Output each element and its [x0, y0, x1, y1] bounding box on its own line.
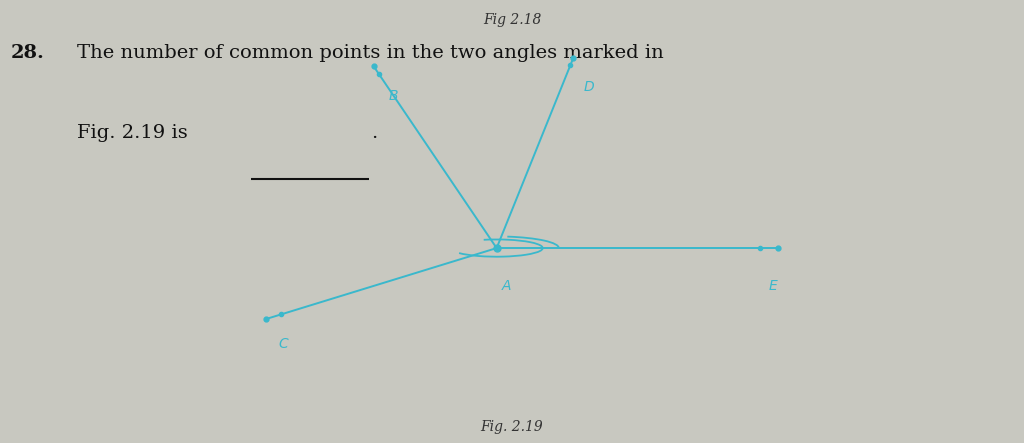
Text: A: A: [502, 279, 512, 293]
Text: E: E: [769, 279, 777, 293]
Text: Fig. 2.19 is: Fig. 2.19 is: [77, 124, 194, 142]
Text: C: C: [279, 337, 289, 351]
Text: Fig 2.18: Fig 2.18: [482, 13, 542, 27]
Text: .: .: [371, 124, 377, 142]
Text: Fig. 2.19: Fig. 2.19: [480, 420, 544, 434]
Text: B: B: [389, 89, 398, 103]
Text: The number of common points in the two angles marked in: The number of common points in the two a…: [77, 44, 664, 62]
Text: D: D: [584, 80, 594, 94]
Text: 28.: 28.: [10, 44, 44, 62]
